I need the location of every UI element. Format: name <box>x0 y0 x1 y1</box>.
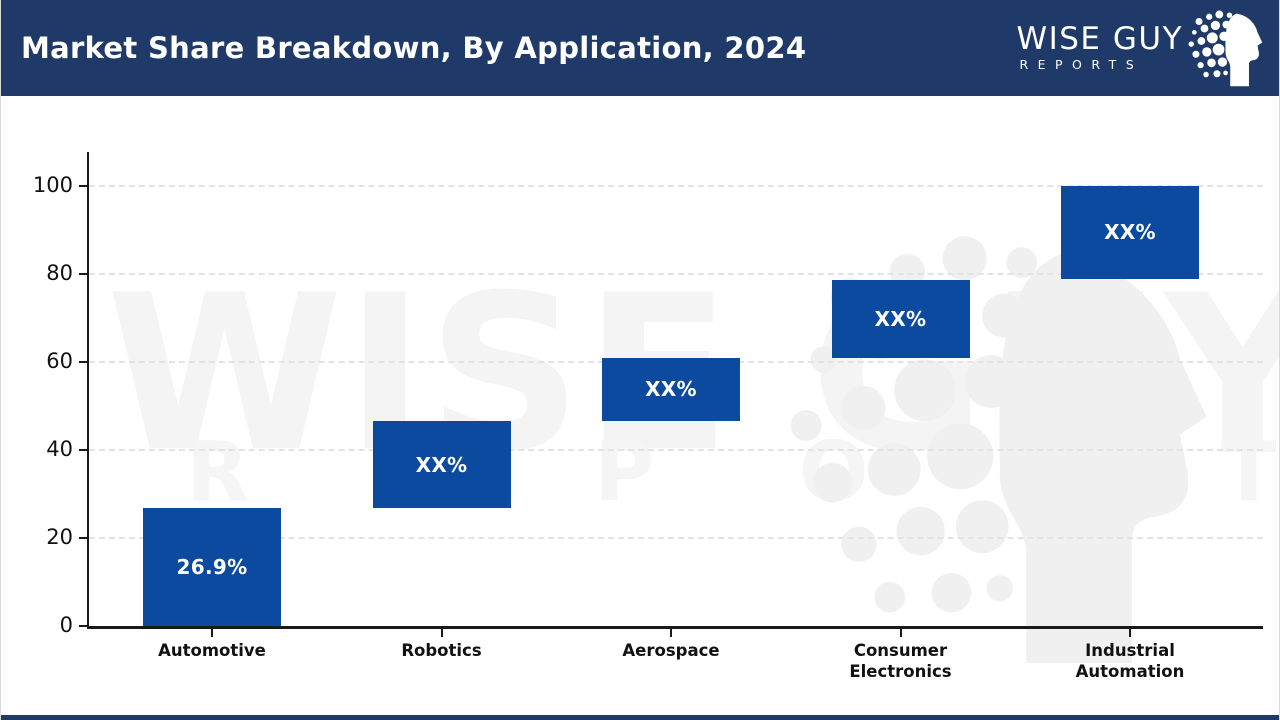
x-tick-mark <box>211 629 213 637</box>
bar-automotive: 26.9% <box>143 507 281 626</box>
y-tick-label: 80 <box>46 261 73 285</box>
bar-value-label: XX% <box>415 452 468 477</box>
x-axis-label-aerospace: Aerospace <box>622 641 720 660</box>
gridline <box>89 537 1263 539</box>
y-tick-label: 40 <box>46 437 73 461</box>
x-tick-mark <box>670 629 672 637</box>
y-tick-label: 60 <box>46 349 73 373</box>
gridline <box>89 273 1263 275</box>
wiseguy-logo: WISE GUY REPORTS <box>1016 7 1263 89</box>
page-title: Market Share Breakdown, By Application, … <box>21 31 807 65</box>
y-tick-label: 100 <box>32 173 73 197</box>
y-tick-label: 0 <box>59 613 73 637</box>
y-tick-mark <box>79 537 87 539</box>
y-tick-mark <box>79 625 87 627</box>
logo-wordmark-line1: WISE GUY <box>1016 21 1183 58</box>
y-tick-mark <box>79 449 87 451</box>
logo-wordmark: WISE GUY REPORTS <box>1016 24 1183 72</box>
bar-industrial-automation: XX% <box>1061 186 1199 279</box>
bar-aerospace: XX% <box>602 357 740 422</box>
bar-value-label: 26.9% <box>176 554 248 579</box>
x-axis-label-robotics: Robotics <box>401 641 482 660</box>
x-axis-label-industrial-automation: Industrial Automation <box>1075 641 1185 682</box>
y-tick-mark <box>79 273 87 275</box>
bar-value-label: XX% <box>645 377 697 402</box>
x-axis-label-automotive: Automotive <box>158 641 266 660</box>
logo-wordmark-line2: REPORTS <box>1019 57 1144 73</box>
x-tick-mark <box>440 629 443 637</box>
bar-consumer-electronics: XX% <box>831 280 970 358</box>
bar-robotics: XX% <box>372 421 511 508</box>
x-tick-mark <box>1129 629 1131 637</box>
x-tick-mark <box>899 629 902 637</box>
y-axis-line <box>87 152 89 629</box>
gridline <box>89 449 1263 451</box>
bar-value-label: XX% <box>874 306 927 331</box>
x-axis-line <box>87 626 1263 629</box>
footer-bar <box>1 715 1279 720</box>
bar-value-label: XX% <box>1104 220 1156 245</box>
x-axis-label-consumer-electronics: Consumer Electronics <box>849 641 952 682</box>
y-tick-label: 20 <box>46 525 73 549</box>
gridline <box>89 185 1263 187</box>
y-tick-mark <box>79 361 87 363</box>
y-tick-mark <box>79 185 87 187</box>
header: Market Share Breakdown, By Application, … <box>1 0 1279 96</box>
